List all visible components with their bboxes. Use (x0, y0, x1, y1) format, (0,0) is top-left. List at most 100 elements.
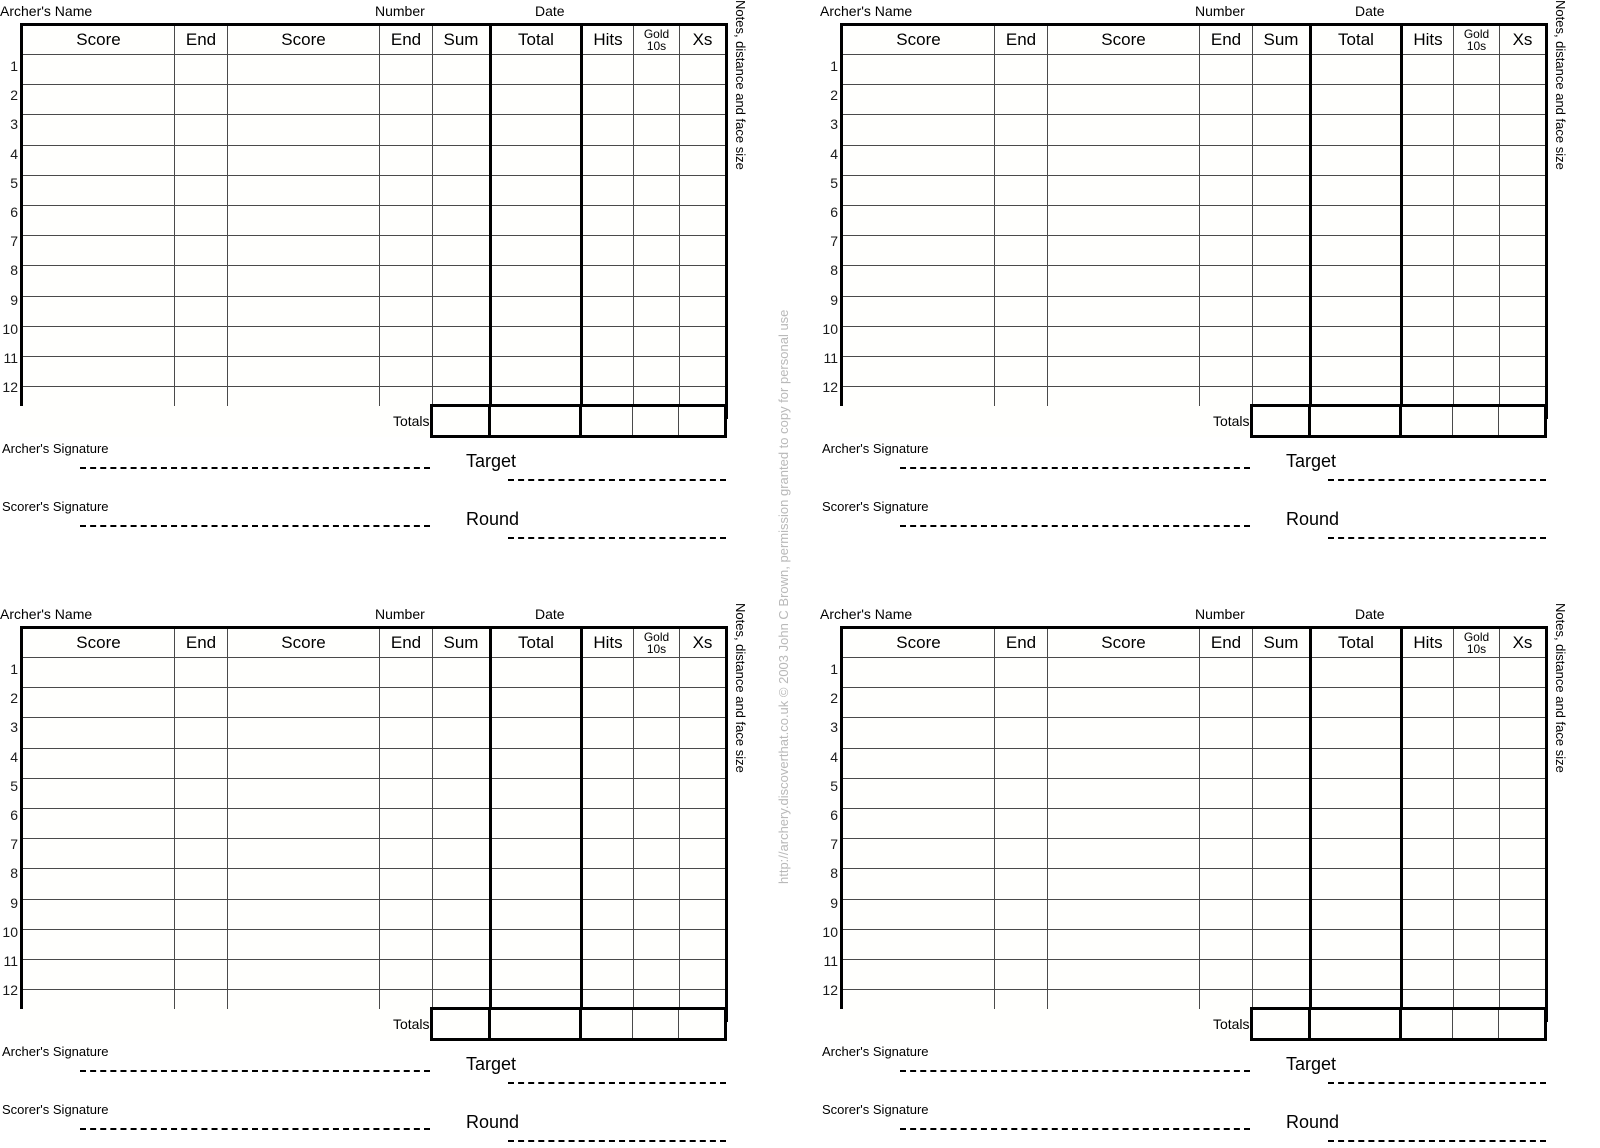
score-cell-end2[interactable] (379, 174, 433, 206)
score-cell-gold[interactable] (1453, 295, 1500, 327)
totals-cell-xs[interactable] (1497, 1007, 1547, 1041)
score-cell-score1[interactable] (841, 355, 995, 388)
score-cell-score2[interactable] (227, 868, 380, 900)
score-cell-gold[interactable] (633, 838, 680, 870)
score-cell-sum[interactable] (1252, 747, 1312, 779)
score-cell-sum[interactable] (1252, 204, 1312, 237)
score-cell-score2[interactable] (1047, 355, 1200, 388)
score-cell-gold[interactable] (633, 687, 680, 719)
score-cell-end2[interactable] (379, 84, 433, 116)
score-cell-end2[interactable] (379, 204, 433, 237)
score-cell-score2[interactable] (1047, 656, 1200, 689)
score-cell-gold[interactable] (633, 807, 680, 840)
score-cell-total[interactable] (1309, 687, 1403, 719)
score-cell-end2[interactable] (379, 928, 433, 960)
score-cell-sum[interactable] (432, 84, 492, 116)
score-cell-score2[interactable] (1047, 295, 1200, 327)
score-cell-xs[interactable] (679, 687, 727, 719)
score-cell-end2[interactable] (1199, 687, 1253, 719)
score-cell-hits[interactable] (1400, 807, 1454, 840)
score-cell-total[interactable] (1309, 235, 1403, 267)
score-cell-hits[interactable] (580, 928, 634, 960)
score-cell-score1[interactable] (841, 717, 995, 749)
score-cell-hits[interactable] (580, 777, 634, 809)
score-cell-sum[interactable] (432, 295, 492, 327)
score-cell-end2[interactable] (1199, 325, 1253, 357)
score-cell-xs[interactable] (1499, 235, 1547, 267)
score-cell-hits[interactable] (580, 174, 634, 206)
score-cell-hits[interactable] (1400, 747, 1454, 779)
score-cell-total[interactable] (1309, 656, 1403, 689)
score-cell-end1[interactable] (174, 84, 228, 116)
score-cell-score1[interactable] (21, 898, 175, 930)
score-cell-score2[interactable] (227, 838, 380, 870)
score-cell-hits[interactable] (1400, 687, 1454, 719)
score-cell-end2[interactable] (1199, 958, 1253, 991)
score-cell-hits[interactable] (1400, 656, 1454, 689)
score-cell-hits[interactable] (580, 84, 634, 116)
score-cell-total[interactable] (489, 174, 583, 206)
score-cell-score2[interactable] (1047, 958, 1200, 991)
score-cell-end1[interactable] (174, 687, 228, 719)
score-cell-sum[interactable] (1252, 355, 1312, 388)
scorers-signature-line[interactable] (900, 525, 1250, 527)
score-cell-score1[interactable] (841, 265, 995, 297)
totals-cell-gold[interactable] (1451, 1007, 1499, 1041)
score-cell-hits[interactable] (1400, 928, 1454, 960)
score-cell-end1[interactable] (174, 204, 228, 237)
score-cell-score2[interactable] (1047, 325, 1200, 357)
score-cell-score1[interactable] (841, 928, 995, 960)
score-cell-hits[interactable] (1400, 144, 1454, 176)
score-cell-end1[interactable] (994, 53, 1048, 86)
score-cell-score1[interactable] (21, 838, 175, 870)
score-cell-end1[interactable] (174, 928, 228, 960)
score-cell-score2[interactable] (1047, 928, 1200, 960)
score-cell-sum[interactable] (1252, 114, 1312, 146)
score-cell-score1[interactable] (21, 174, 175, 206)
score-cell-gold[interactable] (633, 204, 680, 237)
score-cell-end2[interactable] (1199, 717, 1253, 749)
score-cell-gold[interactable] (633, 958, 680, 991)
score-cell-hits[interactable] (580, 144, 634, 176)
score-cell-xs[interactable] (1499, 114, 1547, 146)
score-cell-sum[interactable] (1252, 265, 1312, 297)
totals-cell-hits[interactable] (1399, 404, 1453, 438)
score-cell-xs[interactable] (1499, 928, 1547, 960)
score-cell-xs[interactable] (679, 265, 727, 297)
score-cell-end2[interactable] (1199, 114, 1253, 146)
score-cell-end1[interactable] (174, 656, 228, 689)
score-cell-total[interactable] (489, 53, 583, 86)
score-cell-gold[interactable] (1453, 687, 1500, 719)
score-cell-hits[interactable] (1400, 958, 1454, 991)
score-cell-end1[interactable] (994, 687, 1048, 719)
score-cell-gold[interactable] (1453, 174, 1500, 206)
score-cell-score1[interactable] (21, 777, 175, 809)
score-cell-score2[interactable] (227, 958, 380, 991)
score-cell-total[interactable] (489, 807, 583, 840)
score-cell-end2[interactable] (379, 114, 433, 146)
score-cell-total[interactable] (489, 265, 583, 297)
archers-signature-line[interactable] (900, 1070, 1250, 1072)
score-cell-gold[interactable] (1453, 717, 1500, 749)
score-cell-score1[interactable] (841, 747, 995, 779)
score-cell-end1[interactable] (994, 295, 1048, 327)
archers-signature-line[interactable] (80, 467, 430, 469)
score-cell-end1[interactable] (994, 325, 1048, 357)
score-cell-total[interactable] (489, 325, 583, 357)
score-cell-score2[interactable] (1047, 53, 1200, 86)
score-cell-hits[interactable] (580, 265, 634, 297)
score-cell-xs[interactable] (679, 777, 727, 809)
score-cell-hits[interactable] (1400, 114, 1454, 146)
score-cell-end2[interactable] (1199, 174, 1253, 206)
totals-cell-hits[interactable] (579, 404, 633, 438)
score-cell-end2[interactable] (379, 958, 433, 991)
score-cell-hits[interactable] (1400, 777, 1454, 809)
score-cell-hits[interactable] (1400, 868, 1454, 900)
score-cell-gold[interactable] (1453, 325, 1500, 357)
score-cell-end2[interactable] (379, 747, 433, 779)
score-cell-total[interactable] (489, 84, 583, 116)
score-cell-end1[interactable] (174, 53, 228, 86)
score-cell-end2[interactable] (379, 807, 433, 840)
score-cell-sum[interactable] (1252, 295, 1312, 327)
score-cell-score2[interactable] (227, 656, 380, 689)
